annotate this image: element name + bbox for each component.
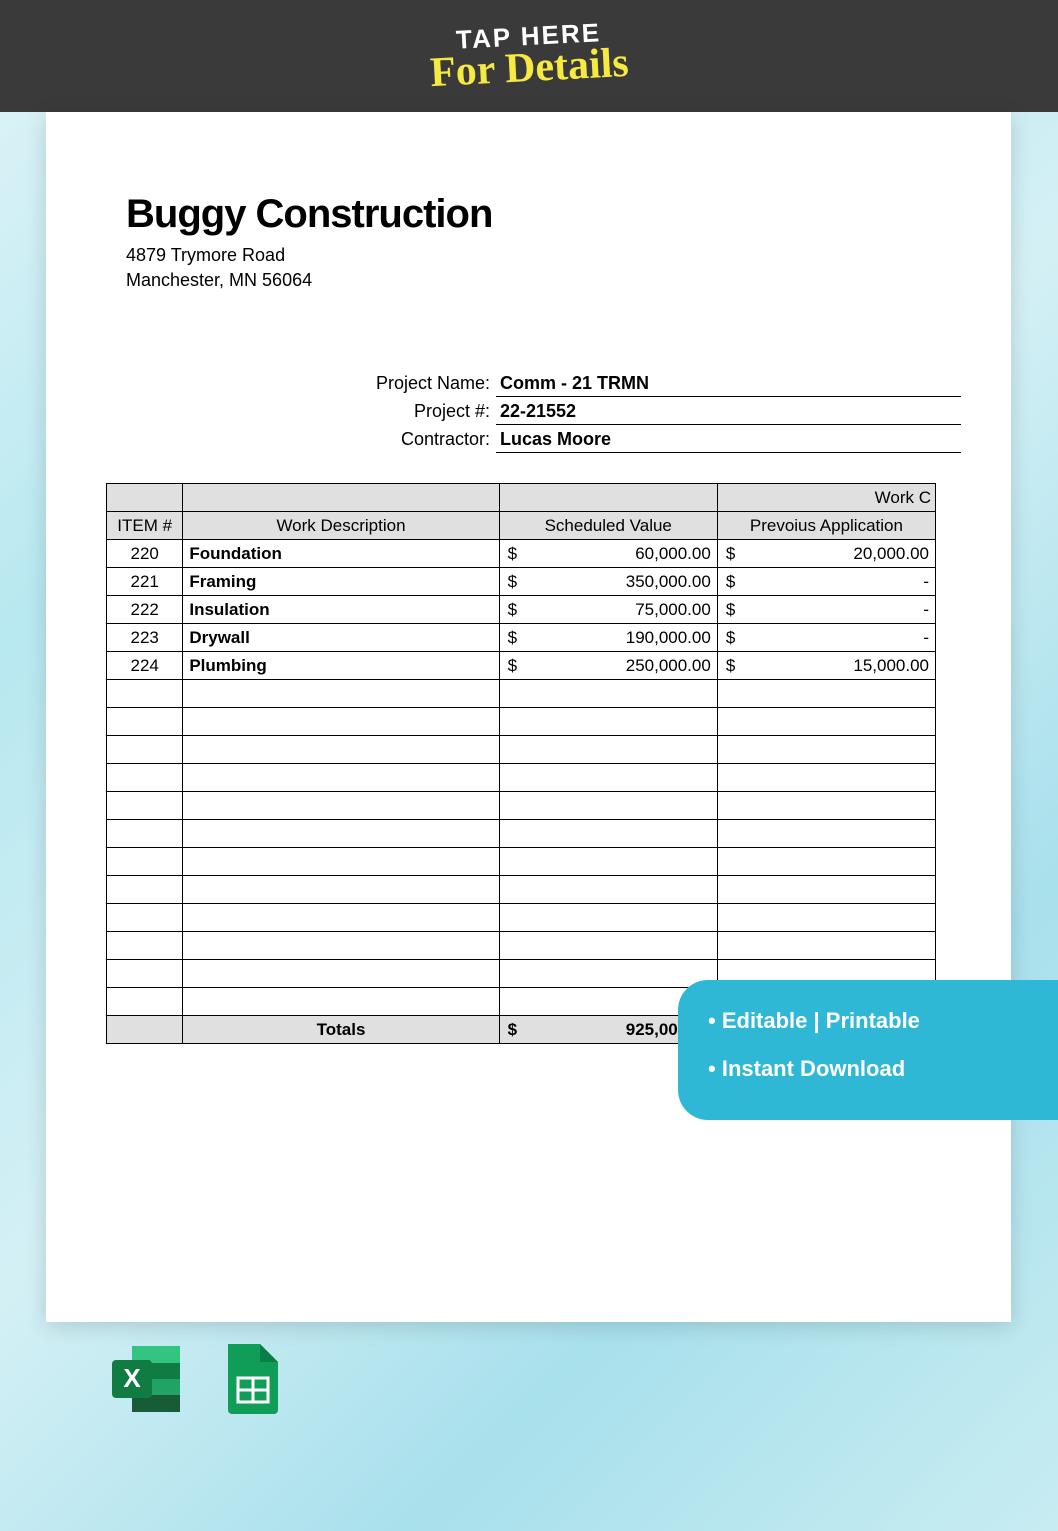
cell-prev: $20,000.00 (717, 540, 935, 568)
cell-desc: Foundation (183, 540, 499, 568)
cell-sched: $190,000.00 (499, 624, 717, 652)
promo-banner[interactable]: TAP HERE For Details (0, 0, 1058, 112)
table-row: 221Framing$350,000.00$- (107, 568, 936, 596)
svg-text:X: X (123, 1363, 141, 1393)
table-row-empty (107, 708, 936, 736)
table-row: 223Drywall$190,000.00$- (107, 624, 936, 652)
col-header-desc: Work Description (183, 512, 499, 540)
cell-desc: Drywall (183, 624, 499, 652)
col-header-item: ITEM # (107, 512, 183, 540)
cell-prev: $15,000.00 (717, 652, 935, 680)
cell-prev: $- (717, 568, 935, 596)
cell-item: 221 (107, 568, 183, 596)
header-spacer-2 (183, 484, 499, 512)
table-row: 220Foundation$60,000.00$20,000.00 (107, 540, 936, 568)
cell-desc: Framing (183, 568, 499, 596)
table-row-empty (107, 736, 936, 764)
feature-callout: • Editable | Printable • Instant Downloa… (678, 980, 1058, 1120)
contractor-value: Lucas Moore (496, 429, 961, 453)
cell-item: 223 (107, 624, 183, 652)
table-row-empty (107, 848, 936, 876)
header-spacer-1 (107, 484, 183, 512)
table-row-empty (107, 932, 936, 960)
totals-spacer (107, 1016, 183, 1044)
table-row: 222Insulation$75,000.00$- (107, 596, 936, 624)
cell-prev: $- (717, 596, 935, 624)
header-spacer-3 (499, 484, 717, 512)
table-header-row-2: ITEM # Work Description Scheduled Value … (107, 512, 936, 540)
table-row-empty (107, 820, 936, 848)
cell-prev: $- (717, 624, 935, 652)
cell-sched: $75,000.00 (499, 596, 717, 624)
google-sheets-icon[interactable] (214, 1340, 292, 1418)
table-row-empty (107, 764, 936, 792)
project-name-label: Project Name: (126, 373, 496, 397)
document-preview: Buggy Construction 4879 Trymore Road Man… (46, 112, 1011, 1322)
company-address-2: Manchester, MN 56064 (126, 268, 961, 293)
project-number-value: 22-21552 (496, 401, 961, 425)
feature-editable: • Editable | Printable (708, 1008, 1028, 1034)
table-row-empty (107, 904, 936, 932)
table-row-empty (107, 680, 936, 708)
cell-item: 224 (107, 652, 183, 680)
table-row-empty (107, 876, 936, 904)
col-header-sched: Scheduled Value (499, 512, 717, 540)
for-details-text: For Details (429, 38, 630, 96)
project-info: Project Name: Comm - 21 TRMN Project #: … (126, 373, 961, 453)
contractor-label: Contractor: (126, 429, 496, 453)
cell-sched: $60,000.00 (499, 540, 717, 568)
format-icons: X (108, 1340, 292, 1418)
cell-desc: Plumbing (183, 652, 499, 680)
cell-item: 222 (107, 596, 183, 624)
table-header-row-1: Work C (107, 484, 936, 512)
schedule-of-values-table: Work C ITEM # Work Description Scheduled… (106, 483, 936, 1044)
feature-download: • Instant Download (708, 1056, 1028, 1082)
project-name-value: Comm - 21 TRMN (496, 373, 961, 397)
company-name: Buggy Construction (126, 192, 961, 237)
cell-item: 220 (107, 540, 183, 568)
header-workc: Work C (717, 484, 935, 512)
cell-sched: $250,000.00 (499, 652, 717, 680)
project-number-label: Project #: (126, 401, 496, 425)
table-row-empty (107, 792, 936, 820)
cell-sched: $350,000.00 (499, 568, 717, 596)
excel-icon[interactable]: X (108, 1340, 186, 1418)
table-row: 224Plumbing$250,000.00$15,000.00 (107, 652, 936, 680)
company-address-1: 4879 Trymore Road (126, 243, 961, 268)
totals-label: Totals (183, 1016, 499, 1044)
cell-desc: Insulation (183, 596, 499, 624)
col-header-prev: Prevoius Application (717, 512, 935, 540)
